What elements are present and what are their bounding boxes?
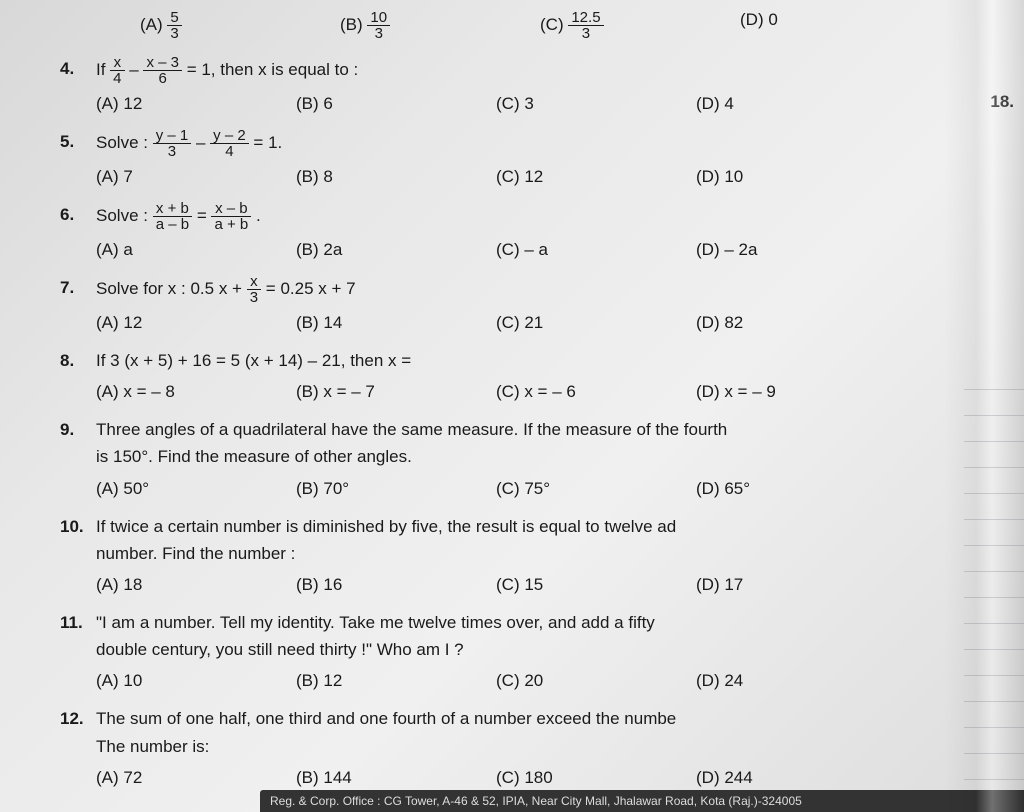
- opt-d: (D) 244: [696, 768, 896, 788]
- opt-b: (B) 103: [340, 10, 540, 41]
- opt-c: (C) 3: [496, 94, 696, 114]
- opt-b: (B) 144: [296, 768, 496, 788]
- q5-text: Solve : y – 13 – y – 24 = 1.: [96, 128, 1004, 159]
- opt-b: (B) 12: [296, 671, 496, 691]
- q8-row: 8. If 3 (x + 5) + 16 = 5 (x + 14) – 21, …: [60, 347, 1004, 374]
- opt-b: (B) 14: [296, 313, 496, 333]
- opt-d: (D) x = – 9: [696, 382, 896, 402]
- q7-text: Solve for x : 0.5 x + x3 = 0.25 x + 7: [96, 274, 1004, 305]
- opt-a: (A) 50°: [96, 479, 296, 499]
- q10-row: 10. If twice a certain number is diminis…: [60, 513, 1004, 567]
- q3-options: (A) 53 (B) 103 (C) 12.53 (D) 0: [140, 10, 1004, 41]
- q4-row: 4. If x4 – x – 36 = 1, then x is equal t…: [60, 55, 1004, 86]
- footer-text: Reg. & Corp. Office : CG Tower, A-46 & 5…: [260, 790, 1024, 812]
- q7-options: (A) 12 (B) 14 (C) 21 (D) 82: [96, 313, 1004, 333]
- q9-row: 9. Three angles of a quadrilateral have …: [60, 416, 1004, 470]
- opt-d: (D) 0: [740, 10, 940, 41]
- q7-num: 7.: [60, 274, 96, 301]
- opt-c: (C) 20: [496, 671, 696, 691]
- opt-c: (C) 75°: [496, 479, 696, 499]
- opt-b: (B) 16: [296, 575, 496, 595]
- q7-row: 7. Solve for x : 0.5 x + x3 = 0.25 x + 7: [60, 274, 1004, 305]
- opt-c: (C) 12.53: [540, 10, 740, 41]
- opt-a: (A) 10: [96, 671, 296, 691]
- q6-options: (A) a (B) 2a (C) – a (D) – 2a: [96, 240, 1004, 260]
- q9-num: 9.: [60, 416, 96, 443]
- opt-c: (C) 12: [496, 167, 696, 187]
- q9-text: Three angles of a quadrilateral have the…: [96, 416, 1004, 470]
- q8-options: (A) x = – 8 (B) x = – 7 (C) x = – 6 (D) …: [96, 382, 1004, 402]
- opt-d: (D) 82: [696, 313, 896, 333]
- q9-options: (A) 50° (B) 70° (C) 75° (D) 65°: [96, 479, 1004, 499]
- q10-num: 10.: [60, 513, 96, 540]
- q4-num: 4.: [60, 55, 96, 82]
- opt-a: (A) 12: [96, 313, 296, 333]
- q12-options: (A) 72 (B) 144 (C) 180 (D) 244: [96, 768, 1004, 788]
- opt-c: (C) 180: [496, 768, 696, 788]
- opt-d: (D) 4: [696, 94, 896, 114]
- q10-text: If twice a certain number is diminished …: [96, 513, 1004, 567]
- opt-d: (D) 24: [696, 671, 896, 691]
- q6-text: Solve : x + ba – b = x – ba + b .: [96, 201, 1004, 232]
- opt-d: (D) 65°: [696, 479, 896, 499]
- q5-options: (A) 7 (B) 8 (C) 12 (D) 10: [96, 167, 1004, 187]
- q11-num: 11.: [60, 609, 96, 636]
- opt-d: (D) 10: [696, 167, 896, 187]
- opt-a: (A) 12: [96, 94, 296, 114]
- q10-options: (A) 18 (B) 16 (C) 15 (D) 17: [96, 575, 1004, 595]
- opt-c: (C) 21: [496, 313, 696, 333]
- opt-b: (B) 70°: [296, 479, 496, 499]
- opt-b: (B) 2a: [296, 240, 496, 260]
- opt-c: (C) 15: [496, 575, 696, 595]
- q8-text: If 3 (x + 5) + 16 = 5 (x + 14) – 21, the…: [96, 347, 1004, 374]
- q5-row: 5. Solve : y – 13 – y – 24 = 1.: [60, 128, 1004, 159]
- q6-row: 6. Solve : x + ba – b = x – ba + b .: [60, 201, 1004, 232]
- q12-row: 12. The sum of one half, one third and o…: [60, 705, 1004, 759]
- opt-a: (A) a: [96, 240, 296, 260]
- q8-num: 8.: [60, 347, 96, 374]
- opt-a: (A) 53: [140, 10, 340, 41]
- opt-d: (D) 17: [696, 575, 896, 595]
- q5-num: 5.: [60, 128, 96, 155]
- opt-b: (B) 6: [296, 94, 496, 114]
- q4-text: If x4 – x – 36 = 1, then x is equal to :: [96, 55, 1004, 86]
- q11-options: (A) 10 (B) 12 (C) 20 (D) 24: [96, 671, 1004, 691]
- q4-options: (A) 12 (B) 6 (C) 3 (D) 4: [96, 94, 1004, 114]
- opt-a: (A) 7: [96, 167, 296, 187]
- opt-c: (C) x = – 6: [496, 382, 696, 402]
- opt-b: (B) 8: [296, 167, 496, 187]
- q11-row: 11. "I am a number. Tell my identity. Ta…: [60, 609, 1004, 663]
- opt-a: (A) 72: [96, 768, 296, 788]
- side-18: 18.: [990, 92, 1014, 112]
- q12-num: 12.: [60, 705, 96, 732]
- opt-a: (A) x = – 8: [96, 382, 296, 402]
- opt-d: (D) – 2a: [696, 240, 896, 260]
- q6-num: 6.: [60, 201, 96, 228]
- q11-text: "I am a number. Tell my identity. Take m…: [96, 609, 1004, 663]
- opt-b: (B) x = – 7: [296, 382, 496, 402]
- opt-a: (A) 18: [96, 575, 296, 595]
- q12-text: The sum of one half, one third and one f…: [96, 705, 1004, 759]
- opt-c: (C) – a: [496, 240, 696, 260]
